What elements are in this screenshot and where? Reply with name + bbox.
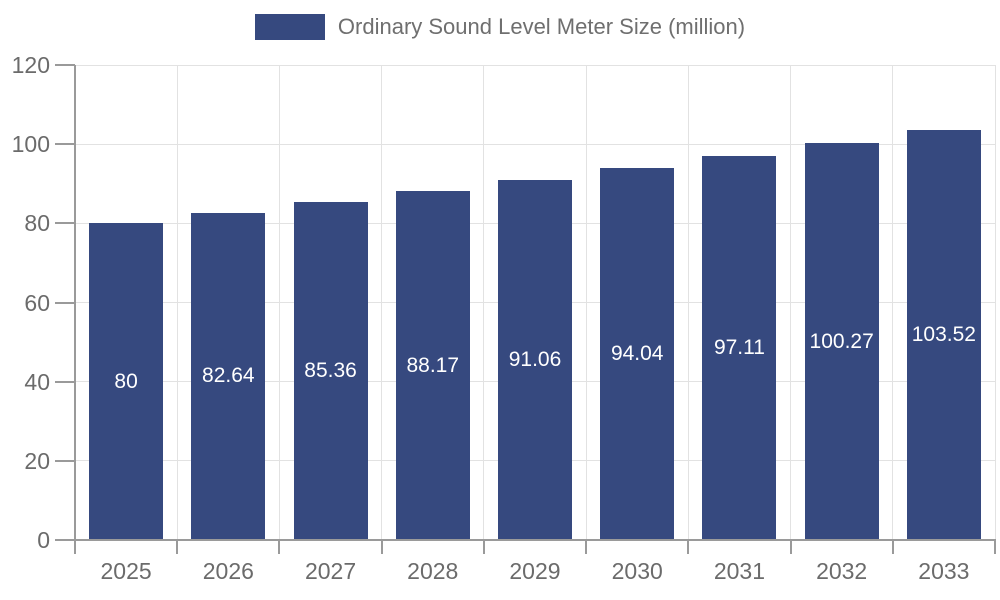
y-axis-line — [74, 65, 76, 542]
gridline-h — [75, 64, 995, 66]
x-tick-mark — [789, 540, 792, 554]
y-tick-mark — [55, 222, 75, 225]
bar-value-label: 80 — [114, 369, 138, 393]
y-tick-label: 100 — [11, 131, 50, 158]
bar-value-label: 100.27 — [809, 329, 874, 353]
gridline-v — [278, 65, 280, 540]
x-tick-mark — [891, 540, 894, 554]
bar: 88.17 — [395, 191, 470, 540]
gridline-v — [483, 65, 485, 540]
x-tick-mark — [278, 540, 281, 554]
plot-area: 80 82.64 85.36 88.17 91.06 94.04 97.11 100.27 10… — [75, 64, 996, 540]
x-tick-mark — [380, 540, 383, 554]
bar: 103.52 — [906, 130, 981, 540]
x-tick-mark — [687, 540, 690, 554]
x-tick-label: 2033 — [918, 558, 970, 584]
x-tick-label: 2026 — [202, 558, 254, 584]
y-tick-mark — [55, 539, 75, 541]
x-tick-label: 2027 — [304, 558, 357, 584]
bar: 80 — [89, 223, 164, 540]
y-tick-label: 0 — [37, 527, 50, 553]
bar-value-label: 91.06 — [508, 347, 562, 371]
y-tick-label: 80 — [24, 210, 50, 237]
gridline-v — [381, 65, 383, 540]
bar-value-label: 97.11 — [713, 335, 765, 359]
x-tick-mark — [585, 540, 588, 554]
x-tick-mark — [482, 540, 485, 554]
bar: 97.11 — [702, 155, 777, 540]
y-tick-mark — [55, 64, 75, 66]
x-tick-label: 2028 — [407, 558, 459, 584]
legend[interactable]: Ordinary Sound Level Meter Size (million… — [0, 14, 1000, 40]
x-tick-mark — [176, 540, 179, 554]
y-tick-mark — [55, 459, 75, 462]
gridline-h — [75, 143, 995, 145]
y-tick-mark — [55, 380, 75, 383]
gridline-v — [892, 65, 894, 540]
x-tick-mark — [994, 540, 996, 554]
gridline-v — [687, 65, 689, 540]
bar: 94.04 — [600, 167, 675, 540]
y-tick-label: 40 — [24, 368, 50, 395]
x-axis-line — [74, 539, 996, 541]
y-tick-mark — [55, 301, 75, 304]
gridline-v — [585, 65, 587, 540]
bar: 100.27 — [804, 143, 879, 540]
x-tick-mark — [74, 540, 76, 554]
legend-label: Ordinary Sound Level Meter Size (million… — [337, 14, 746, 39]
bar: 91.06 — [498, 179, 572, 540]
gridline-v — [176, 65, 178, 540]
bar-value-label: 85.36 — [304, 359, 357, 383]
y-tick-label: 60 — [24, 289, 50, 316]
y-tick-mark — [55, 143, 75, 146]
x-tick-label: 2029 — [509, 558, 561, 584]
bar-value-label: 88.17 — [406, 353, 460, 377]
gridline-v — [994, 65, 996, 540]
bar: 85.36 — [293, 202, 368, 540]
bar: 82.64 — [191, 212, 266, 540]
x-tick-label: 2031 — [713, 558, 766, 584]
y-tick-label: 120 — [11, 52, 50, 78]
bar-value-label: 94.04 — [610, 341, 664, 365]
x-tick-label: 2032 — [816, 558, 868, 584]
x-tick-label: 2030 — [611, 558, 663, 584]
y-tick-label: 20 — [24, 447, 50, 474]
x-tick-label: 2025 — [100, 558, 152, 584]
bar-value-label: 103.52 — [911, 323, 976, 347]
bar-value-label: 82.64 — [202, 364, 255, 388]
legend-swatch — [254, 14, 325, 40]
gridline-v — [790, 65, 792, 540]
